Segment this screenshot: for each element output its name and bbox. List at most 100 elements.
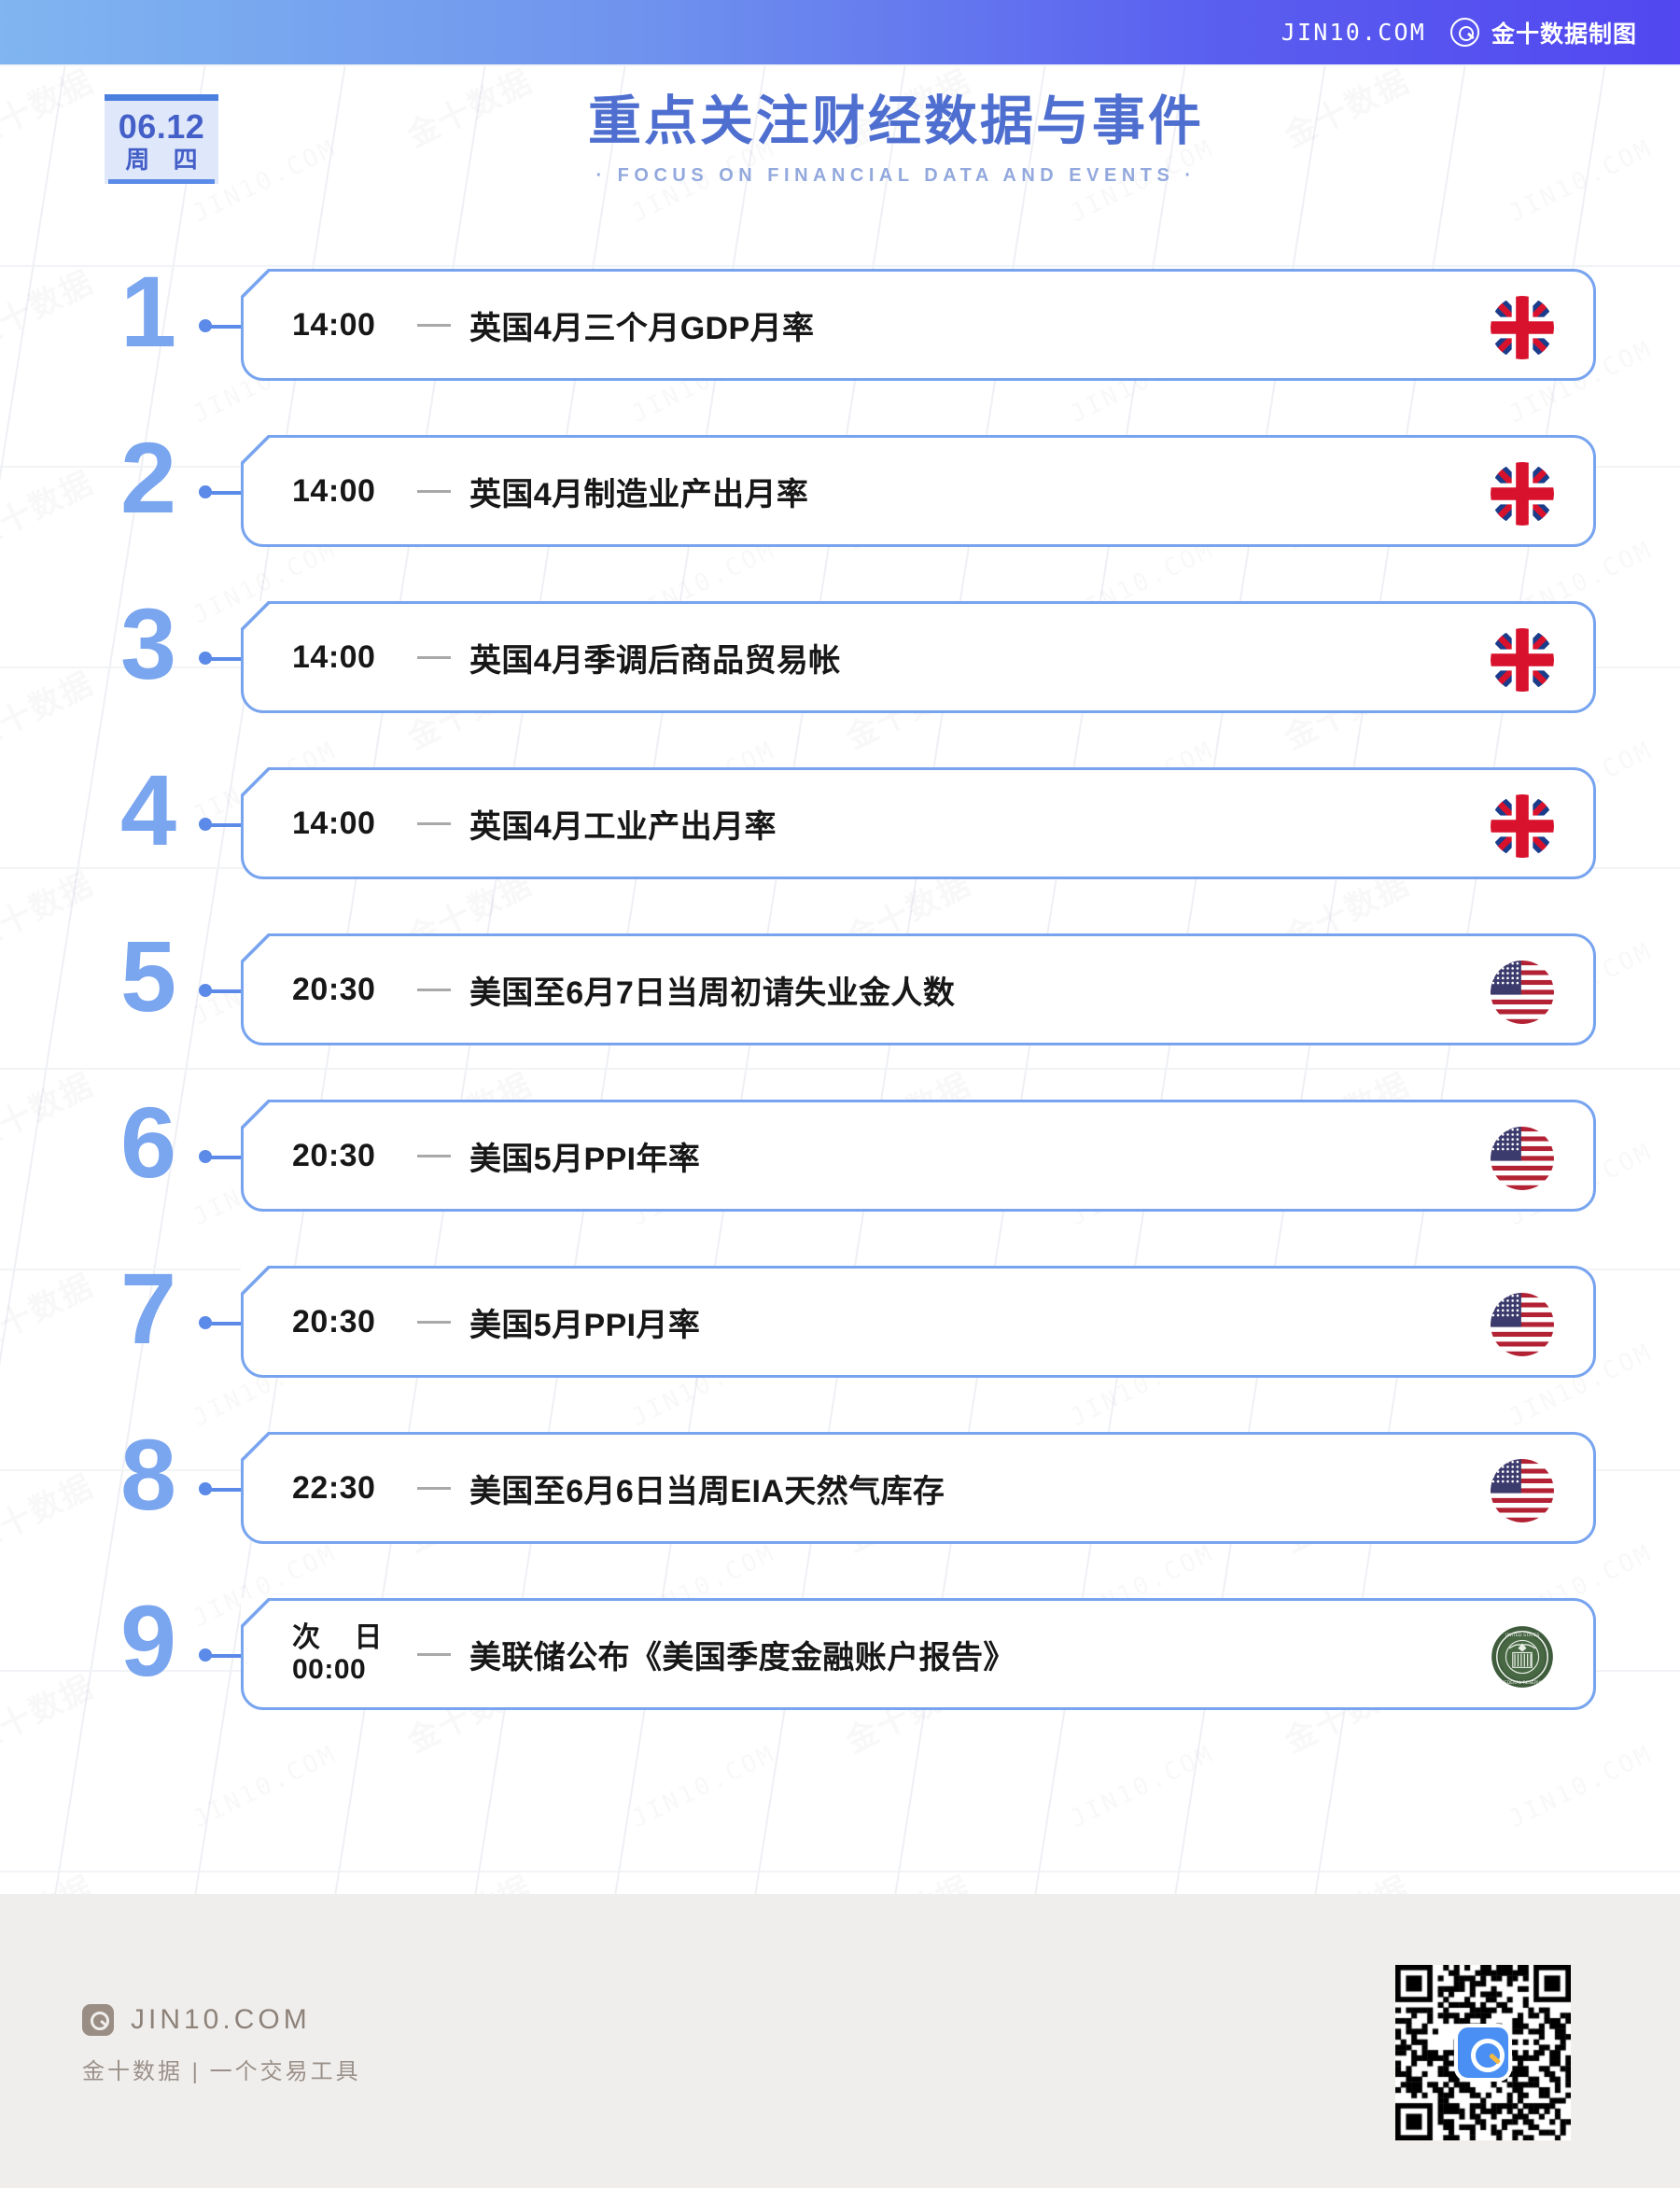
uk-flag-icon <box>1491 296 1554 359</box>
separator-dash <box>417 1154 451 1157</box>
weekday-value: 周 四 <box>125 145 206 174</box>
connector-line <box>210 656 247 661</box>
event-index: 5 <box>119 919 176 1032</box>
separator-dash <box>417 988 451 991</box>
svg-text:FEDERAL RESERVE: FEDERAL RESERVE <box>1502 1680 1544 1686</box>
event-card[interactable]: 22:30 美国至6月6日当周EIA天然气库存 <box>241 1432 1596 1544</box>
event-list: 1 14:00 英国4月三个月GDP月率 2 14:00 英国4月制造业产出月率 <box>0 261 1680 1764</box>
footer-brand-group: JIN10.COM <box>82 2004 311 2036</box>
uk-flag-icon <box>1491 628 1554 692</box>
connector-line <box>210 1487 247 1492</box>
top-banner: JIN10.COM 金十数据制图 <box>0 0 1680 64</box>
event-card[interactable]: 14:00 英国4月工业产出月率 <box>241 767 1596 879</box>
connector-dot-icon <box>199 319 212 332</box>
fed-seal-icon: UNITED STATES FEDERAL RESERVE <box>1491 1625 1554 1689</box>
event-time: 次 日 00:00 <box>292 1622 402 1685</box>
event-card[interactable]: 20:30 美国5月PPI年率 <box>241 1100 1596 1212</box>
connector-line <box>210 490 247 495</box>
event-title: 美联储公布《美国季度金融账户报告》 <box>469 1639 1015 1676</box>
connector-dot-icon <box>199 818 212 831</box>
event-row: 4 14:00 英国4月工业产出月率 <box>0 760 1680 879</box>
event-title: 英国4月三个月GDP月率 <box>469 310 815 346</box>
event-title: 美国5月PPI月率 <box>469 1307 701 1343</box>
event-card[interactable]: 14:00 英国4月三个月GDP月率 <box>241 269 1596 381</box>
event-time-line1: 次 日 <box>292 1622 396 1654</box>
separator-dash <box>417 323 451 327</box>
event-row: 2 14:00 英国4月制造业产出月率 <box>0 428 1680 547</box>
date-badge: 06.12 周 四 <box>105 94 218 185</box>
topbar-credit-group: 金十数据制图 <box>1449 16 1637 49</box>
svg-text:UNITED STATES: UNITED STATES <box>1505 1633 1540 1638</box>
event-card[interactable]: 20:30 美国5月PPI月率 <box>241 1266 1596 1378</box>
connector-dot-icon <box>199 1150 212 1163</box>
separator-dash <box>417 655 451 659</box>
date-underline <box>108 179 215 185</box>
event-row: 8 22:30 美国至6月6日当周EIA天然气库存 <box>0 1424 1680 1544</box>
connector-dot-icon <box>199 652 212 665</box>
event-time: 14:00 <box>292 306 376 343</box>
event-time-line2: 00:00 <box>292 1654 367 1685</box>
event-title: 英国4月季调后商品贸易帐 <box>469 642 841 679</box>
date-value: 06.12 <box>118 107 205 146</box>
event-time: 14:00 <box>292 638 376 675</box>
topbar-credit-label: 金十数据制图 <box>1491 21 1637 48</box>
event-time: 20:30 <box>292 1303 376 1339</box>
connector-line <box>210 1155 247 1159</box>
uk-flag-icon <box>1491 462 1554 526</box>
qr-code[interactable] <box>1395 1965 1571 2140</box>
footer-tagline: 金十数据 | 一个交易工具 <box>82 2059 361 2084</box>
jin10-logo-icon <box>1449 18 1479 47</box>
separator-dash <box>417 1486 451 1490</box>
event-card[interactable]: 14:00 英国4月制造业产出月率 <box>241 435 1596 547</box>
us-flag-icon <box>1491 1459 1554 1522</box>
event-index: 7 <box>119 1252 176 1365</box>
connector-dot-icon <box>199 1482 212 1495</box>
footer-brand-label: JIN10.COM <box>131 2004 311 2035</box>
separator-dash <box>417 1320 451 1324</box>
uk-flag-icon <box>1491 794 1554 858</box>
jin10-logo-icon <box>82 2004 114 2036</box>
event-card[interactable]: 次 日 00:00 美联储公布《美国季度金融账户报告》 UNITED STATE… <box>241 1598 1596 1710</box>
event-title: 英国4月制造业产出月率 <box>469 476 809 512</box>
connector-dot-icon <box>199 984 212 997</box>
us-flag-icon <box>1491 961 1554 1024</box>
event-row: 3 14:00 英国4月季调后商品贸易帐 <box>0 594 1680 713</box>
event-row: 5 20:30 美国至6月7日当周初请失业金人数 <box>0 926 1680 1045</box>
event-row: 7 20:30 美国5月PPI月率 <box>0 1258 1680 1378</box>
event-time: 14:00 <box>292 805 376 841</box>
us-flag-icon <box>1491 1293 1554 1356</box>
event-index: 9 <box>119 1584 176 1697</box>
event-row: 1 14:00 英国4月三个月GDP月率 <box>0 261 1680 381</box>
event-index: 2 <box>119 421 176 534</box>
page-subtitle: · FOCUS ON FINANCIAL DATA AND EVENTS · <box>595 165 1197 187</box>
event-title: 美国至6月6日当周EIA天然气库存 <box>469 1473 945 1509</box>
separator-dash <box>417 489 451 493</box>
page-title: 重点关注财经数据与事件 <box>588 91 1204 151</box>
connector-line <box>210 989 247 993</box>
connector-dot-icon <box>199 1648 212 1662</box>
title-block: 重点关注财经数据与事件 · FOCUS ON FINANCIAL DATA AN… <box>523 91 1269 187</box>
event-title: 美国至6月7日当周初请失业金人数 <box>469 975 956 1011</box>
event-time: 20:30 <box>292 1137 376 1173</box>
us-flag-icon <box>1491 1127 1554 1190</box>
event-index: 8 <box>119 1418 176 1531</box>
connector-line <box>210 822 247 827</box>
qr-center-logo-icon <box>1454 2024 1512 2082</box>
connector-line <box>210 324 247 329</box>
connector-dot-icon <box>199 1316 212 1329</box>
event-title: 英国4月工业产出月率 <box>469 808 777 845</box>
connector-line <box>210 1321 247 1325</box>
event-row: 6 20:30 美国5月PPI年率 <box>0 1092 1680 1212</box>
event-index: 6 <box>119 1086 176 1199</box>
page-header: 06.12 周 四 重点关注财经数据与事件 · FOCUS ON FINANCI… <box>0 64 1680 251</box>
separator-dash <box>417 821 451 825</box>
separator-dash <box>417 1652 451 1656</box>
connector-line <box>210 1653 247 1658</box>
event-time: 14:00 <box>292 472 376 509</box>
event-card[interactable]: 14:00 英国4月季调后商品贸易帐 <box>241 601 1596 713</box>
event-time: 20:30 <box>292 971 376 1007</box>
connector-dot-icon <box>199 485 212 498</box>
event-card[interactable]: 20:30 美国至6月7日当周初请失业金人数 <box>241 933 1596 1045</box>
event-index: 3 <box>119 587 176 700</box>
event-index: 1 <box>119 255 176 368</box>
